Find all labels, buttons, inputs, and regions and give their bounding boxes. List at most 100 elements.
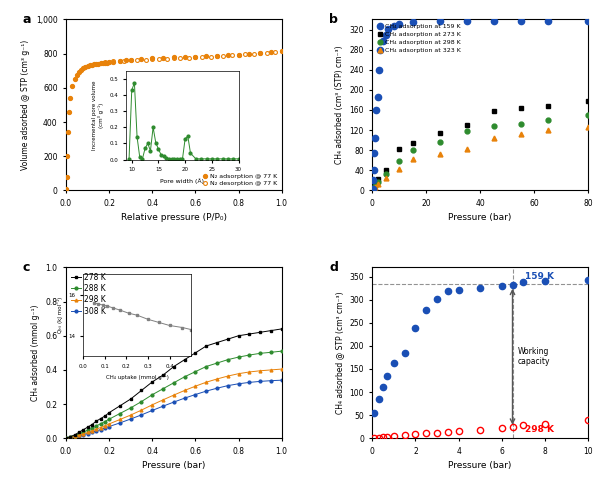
308 K	[160, 403, 167, 409]
N₂ desorption @ 77 K	[142, 56, 149, 62]
Text: b: b	[329, 13, 338, 26]
CH₄ adsorption at 159 K	[376, 67, 383, 73]
Line: 288 K: 288 K	[65, 350, 283, 440]
N₂ desorption @ 77 K	[106, 59, 113, 65]
N₂ adsorption @ 77 K	[268, 49, 275, 55]
308 K	[235, 381, 242, 387]
CH₄ adsorption at 298 K	[584, 112, 592, 118]
N₂ adsorption @ 77 K	[67, 95, 74, 101]
288 K	[278, 348, 286, 354]
N₂ adsorption @ 77 K	[116, 58, 124, 64]
CH₄ adsorption at 159 K	[463, 19, 470, 24]
288 K	[214, 360, 221, 366]
288 K	[84, 428, 91, 433]
CH₄ adsorption at 298 K	[395, 158, 403, 164]
N₂ adsorption @ 77 K	[65, 130, 72, 135]
CH₄ adsorption at 159 K	[544, 18, 551, 24]
CH₄ adsorption at 273 K	[584, 98, 592, 104]
278 K	[214, 339, 221, 345]
Y-axis label: CH₄ adsorbed (mmol g⁻¹): CH₄ adsorbed (mmol g⁻¹)	[31, 304, 40, 401]
298 K	[192, 383, 199, 389]
298 K	[84, 430, 91, 435]
N₂ desorption @ 77 K	[121, 58, 128, 64]
CH₄ adsorption at 273 K	[490, 108, 497, 114]
298 K	[106, 421, 113, 427]
308 K	[106, 424, 113, 430]
298 K	[80, 431, 87, 437]
CH₄ adsorption at 323 K	[370, 187, 377, 192]
278 K	[88, 422, 95, 428]
308 K	[62, 435, 70, 441]
CH₄ adsorption at 298 K	[374, 179, 381, 185]
N₂ adsorption @ 77 K	[80, 65, 87, 71]
N₂ adsorption @ 77 K	[278, 48, 286, 54]
N₂ desorption @ 77 K	[170, 56, 178, 61]
298 K	[88, 428, 95, 434]
278 K	[181, 357, 188, 363]
Line: CH₄ adsorption at 273 K: CH₄ adsorption at 273 K	[370, 99, 590, 192]
Legend: N₂ adsorption @ 77 K, N₂ desorption @ 77 K: N₂ adsorption @ 77 K, N₂ desorption @ 77…	[201, 172, 278, 187]
N₂ desorption @ 77 K	[263, 50, 270, 56]
N₂ adsorption @ 77 K	[257, 51, 264, 56]
288 K	[71, 433, 78, 439]
Legend: 278 K, 288 K, 298 K, 308 K: 278 K, 288 K, 298 K, 308 K	[70, 271, 107, 317]
CH₄ adsorption at 159 K	[373, 107, 380, 113]
CH₄ adsorption at 298 K	[370, 187, 377, 192]
Text: Working
capacity: Working capacity	[518, 347, 550, 366]
308 K	[76, 433, 83, 439]
298 K	[116, 416, 124, 422]
308 K	[170, 399, 178, 405]
N₂ desorption @ 77 K	[127, 57, 134, 63]
308 K	[92, 428, 100, 434]
298 K	[92, 426, 100, 432]
298 K	[235, 371, 242, 376]
298 K	[246, 369, 253, 375]
CH₄ adsorption at 323 K	[544, 127, 551, 133]
N₂ desorption @ 77 K	[101, 59, 109, 65]
298 K	[268, 367, 275, 373]
Text: c: c	[23, 261, 30, 274]
N₂ adsorption @ 77 K	[62, 186, 70, 192]
288 K	[92, 423, 100, 429]
CH₄ adsorption at 323 K	[369, 187, 376, 193]
308 K	[278, 377, 286, 383]
N₂ desorption @ 77 K	[235, 52, 242, 57]
298 K	[170, 392, 178, 398]
N₂ adsorption @ 77 K	[64, 153, 71, 159]
N₂ adsorption @ 77 K	[63, 174, 70, 180]
288 K	[76, 431, 83, 437]
CH₄ adsorption at 273 K	[370, 186, 377, 192]
CH₄ adsorption at 323 K	[490, 135, 497, 141]
CH₄ adsorption at 323 K	[382, 175, 389, 181]
CH₄ adsorption at 273 K	[517, 106, 524, 112]
CH₄ adsorption at 159 K	[385, 26, 392, 32]
Legend: CH₄ adsorption at 159 K, CH₄ adsorption at 273 K, CH₄ adsorption at 298 K, CH₄ a: CH₄ adsorption at 159 K, CH₄ adsorption …	[376, 22, 462, 54]
CH₄ adsorption at 159 K	[379, 37, 386, 43]
308 K	[88, 430, 95, 435]
X-axis label: Pressure (bar): Pressure (bar)	[448, 461, 512, 470]
288 K	[149, 392, 156, 397]
Text: a: a	[23, 13, 31, 26]
X-axis label: Relative pressure (P/P₀): Relative pressure (P/P₀)	[121, 213, 227, 223]
N₂ desorption @ 77 K	[110, 58, 117, 64]
278 K	[67, 433, 74, 439]
N₂ desorption @ 77 K	[185, 55, 193, 60]
Line: N₂ desorption @ 77 K: N₂ desorption @ 77 K	[103, 49, 284, 64]
Line: 278 K: 278 K	[65, 327, 283, 440]
CH₄ adsorption at 159 K	[370, 168, 377, 173]
CH₄ adsorption at 159 K	[390, 22, 397, 28]
CH₄ adsorption at 159 K	[436, 19, 443, 24]
278 K	[106, 410, 113, 415]
298 K	[97, 425, 104, 431]
288 K	[67, 434, 74, 440]
N₂ adsorption @ 77 K	[101, 60, 109, 66]
CH₄ adsorption at 159 K	[374, 94, 381, 100]
278 K	[268, 328, 275, 334]
308 K	[67, 435, 74, 441]
298 K	[67, 434, 74, 440]
288 K	[224, 357, 232, 363]
CH₄ adsorption at 159 K	[371, 135, 379, 141]
288 K	[106, 416, 113, 422]
278 K	[97, 416, 104, 422]
CH₄ adsorption at 298 K	[370, 186, 377, 191]
